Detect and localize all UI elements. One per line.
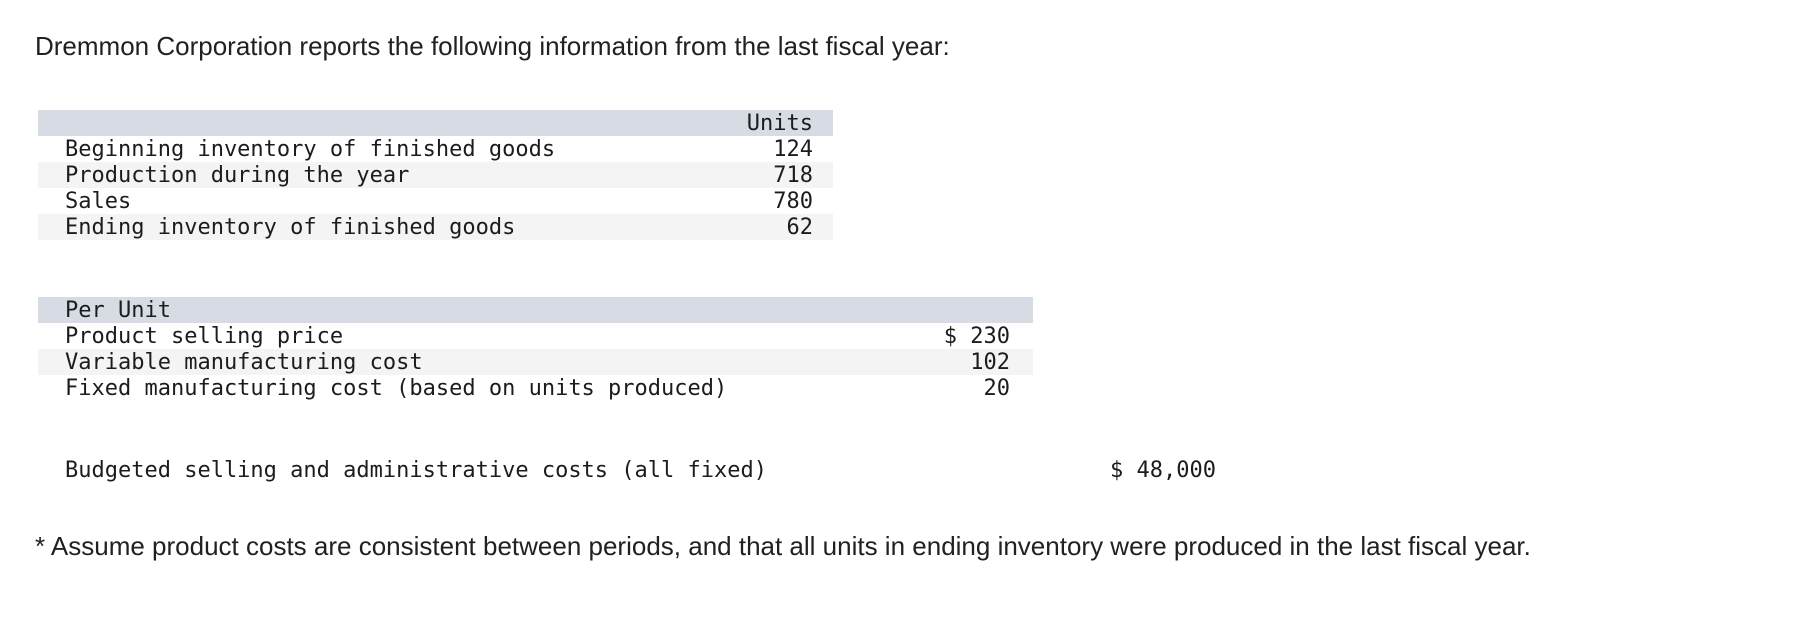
row-value: 62 bbox=[786, 214, 814, 240]
problem-intro-text: Dremmon Corporation reports the followin… bbox=[35, 31, 950, 61]
row-label: Ending inventory of finished goods bbox=[65, 214, 516, 240]
table-row: Ending inventory of finished goods 62 bbox=[38, 214, 833, 240]
row-value: 124 bbox=[773, 136, 813, 162]
table-row: Variable manufacturing cost 102 bbox=[38, 349, 1033, 375]
table-row: Product selling price $ 230 bbox=[38, 323, 1033, 349]
budget-line: Budgeted selling and administrative cost… bbox=[38, 457, 1216, 483]
row-label: Production during the year bbox=[65, 162, 410, 188]
row-label: Variable manufacturing cost bbox=[65, 349, 423, 375]
units-table: Units Beginning inventory of finished go… bbox=[38, 110, 833, 240]
table-row: Production during the year 718 bbox=[38, 162, 833, 188]
row-value: 102 bbox=[970, 349, 1010, 375]
per-unit-table: Per Unit Product selling price $ 230 Var… bbox=[38, 297, 1033, 401]
row-label: Fixed manufacturing cost (based on units… bbox=[65, 375, 728, 401]
row-label: Sales bbox=[65, 188, 132, 214]
row-label: Beginning inventory of finished goods bbox=[65, 136, 556, 162]
per-unit-table-header-row: Per Unit bbox=[38, 297, 1033, 323]
row-value: 780 bbox=[773, 188, 813, 214]
units-table-header-label: Units bbox=[746, 110, 813, 136]
units-table-header-row: Units bbox=[38, 110, 833, 136]
table-row: Sales 780 bbox=[38, 188, 833, 214]
footnote-text: * Assume product costs are consistent be… bbox=[35, 531, 1531, 561]
row-value: 20 bbox=[983, 375, 1011, 401]
table-row: Beginning inventory of finished goods 12… bbox=[38, 136, 833, 162]
budget-line-label: Budgeted selling and administrative cost… bbox=[65, 457, 767, 483]
row-value: $ 230 bbox=[943, 323, 1010, 349]
table-row: Fixed manufacturing cost (based on units… bbox=[38, 375, 1033, 401]
row-label: Product selling price bbox=[65, 323, 344, 349]
budget-line-value: $ 48,000 bbox=[1110, 457, 1216, 483]
per-unit-table-header-label: Per Unit bbox=[65, 297, 171, 323]
row-value: 718 bbox=[773, 162, 813, 188]
